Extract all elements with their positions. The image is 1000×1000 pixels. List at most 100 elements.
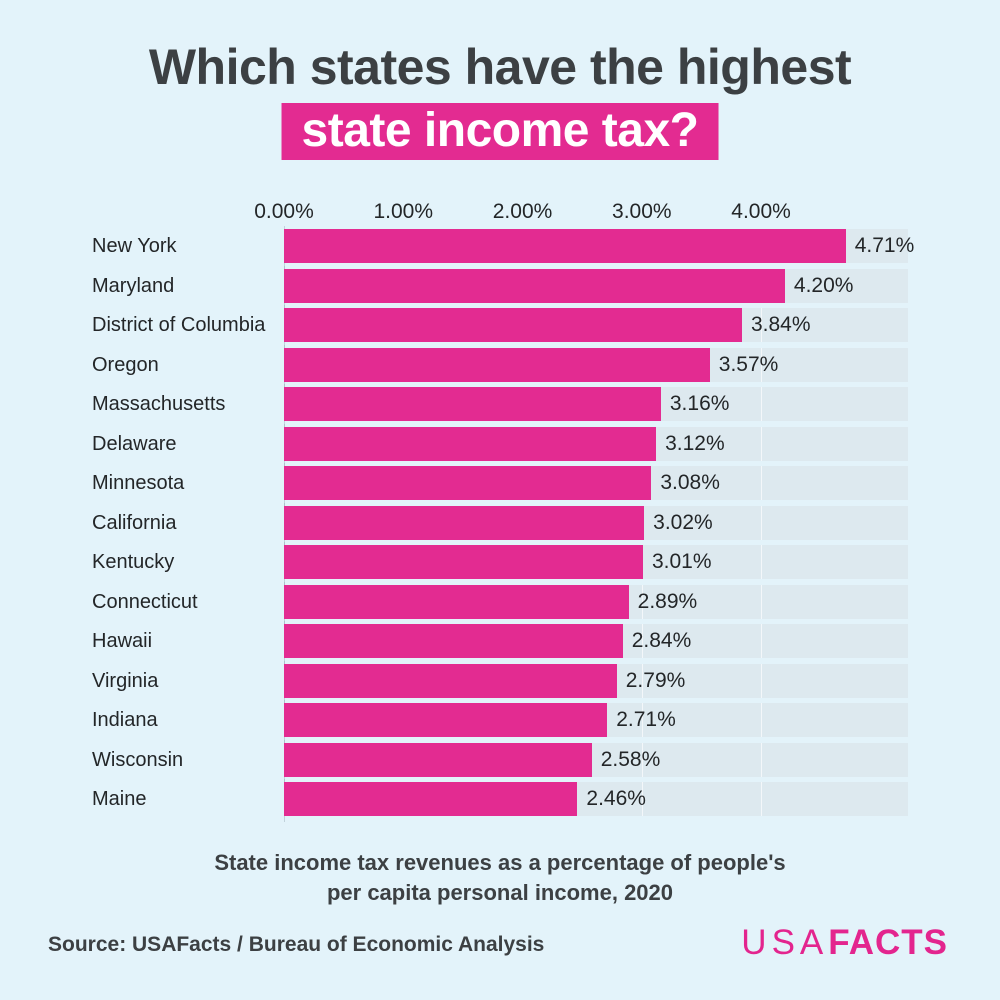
state-label: Indiana	[92, 709, 158, 731]
bar-row: Maine 2.46%	[92, 779, 912, 822]
value-label: 3.84%	[750, 313, 811, 336]
bar-row: California 3.02%	[92, 502, 912, 546]
bar-track: 4.71%	[284, 226, 914, 269]
value-label: 2.71%	[616, 708, 676, 731]
gridline	[761, 584, 763, 619]
bar	[284, 308, 742, 342]
bar-chart: New York 4.71% Maryland 4.20% District of Co…	[92, 226, 914, 822]
bar-row: Connecticut 2.89%	[92, 581, 912, 625]
gridline	[641, 742, 643, 777]
x-axis-tick: 3.00%	[612, 200, 672, 223]
bar-track: 3.01%	[284, 542, 908, 585]
bar-track: 2.58%	[284, 739, 908, 783]
state-label: Hawaii	[92, 630, 153, 652]
value-label: 2.79%	[625, 668, 686, 692]
gridline	[761, 663, 763, 698]
state-label: Maine	[92, 788, 147, 810]
value-label: 3.12%	[665, 431, 725, 455]
title-highlight-box: state income tax?	[281, 103, 719, 160]
bar-track: 3.08%	[284, 463, 908, 506]
gridline	[641, 663, 643, 698]
gridline	[641, 624, 643, 658]
bar-track: 2.84%	[284, 621, 908, 664]
bar	[284, 782, 578, 816]
bar-row: New York 4.71%	[92, 226, 914, 269]
gridline	[761, 624, 763, 658]
value-label: 2.46%	[586, 787, 646, 810]
bar	[284, 466, 652, 500]
caption-line1: State income tax revenues as a percentag…	[214, 850, 786, 875]
state-label: Kentucky	[92, 551, 175, 573]
gridline	[761, 308, 763, 342]
bar-track: 3.57%	[284, 344, 908, 388]
state-label: New York	[92, 235, 177, 257]
logo-usa-text: USA	[741, 923, 829, 962]
bar	[284, 268, 785, 303]
bar	[284, 387, 661, 421]
gridline	[761, 742, 763, 777]
state-label: Virginia	[92, 669, 159, 692]
gridline	[761, 347, 763, 382]
bar-row: Hawaii 2.84%	[92, 621, 912, 664]
bar	[284, 703, 608, 737]
bar-row: Minnesota 3.08%	[92, 463, 912, 506]
gridline	[641, 584, 643, 619]
state-label: District of Columbia	[92, 314, 266, 336]
bar-row: Indiana 2.71%	[92, 700, 912, 743]
bar-row: Kentucky 3.01%	[92, 542, 912, 585]
x-axis-tick: 1.00%	[373, 200, 434, 223]
state-label: Maryland	[92, 274, 175, 297]
bar	[284, 426, 657, 461]
gridline	[641, 703, 643, 737]
bar-track: 2.79%	[284, 660, 908, 704]
bar	[284, 742, 592, 777]
value-label: 4.71%	[854, 234, 915, 257]
state-label: Wisconsin	[92, 748, 184, 771]
page-title: Which states have the highest	[148, 39, 852, 95]
state-label: Delaware	[92, 432, 177, 455]
bar	[284, 229, 846, 263]
value-label: 3.02%	[653, 510, 713, 534]
gridline	[761, 505, 763, 540]
bar-track: 4.20%	[284, 265, 908, 309]
state-label: Oregon	[92, 353, 159, 376]
bar-track: 3.12%	[284, 423, 908, 467]
bar-track: 3.16%	[284, 384, 908, 427]
value-label: 3.57%	[718, 352, 779, 376]
gridline	[641, 782, 643, 816]
x-axis: 0.00% 1.00% 2.00% 3.00% 4.00%	[254, 200, 908, 223]
logo-facts-text: FACTS	[828, 923, 948, 962]
gridline	[761, 703, 763, 737]
chart-caption: State income tax revenues as a percentag…	[0, 848, 1000, 908]
value-label: 3.01%	[651, 550, 712, 573]
state-label: Minnesota	[92, 472, 185, 494]
bar-row: Maryland 4.20%	[92, 265, 912, 309]
bar	[284, 584, 629, 619]
source-text: Source: USAFacts / Bureau of Economic An…	[48, 933, 545, 956]
x-axis-tick: 0.00%	[254, 200, 314, 223]
value-label: 2.84%	[631, 629, 692, 652]
bar	[284, 545, 643, 579]
bar	[284, 663, 617, 698]
gridline	[761, 545, 763, 579]
value-label: 3.16%	[669, 392, 730, 415]
gridline	[761, 466, 763, 500]
bar-row: Oregon 3.57%	[92, 344, 912, 388]
state-label: Massachusetts	[92, 393, 226, 415]
x-axis-tick: 4.00%	[731, 200, 791, 223]
bar-track: 2.71%	[284, 700, 908, 743]
bar-track: 3.02%	[284, 502, 908, 546]
bar-row: Delaware 3.12%	[92, 423, 912, 467]
bar-row: District of Columbia 3.84%	[92, 305, 912, 348]
caption-line2: per capita personal income, 2020	[326, 880, 674, 905]
bar	[284, 624, 623, 658]
bar-track: 2.46%	[284, 779, 908, 822]
bar-row: Massachusetts 3.16%	[92, 384, 912, 427]
state-label: California	[92, 511, 177, 534]
value-label: 2.89%	[637, 589, 698, 613]
bar	[284, 347, 710, 382]
usafacts-logo: USAFACTS	[741, 924, 948, 969]
title-highlight-text: state income tax?	[301, 104, 699, 157]
state-label: Connecticut	[92, 590, 198, 613]
bar-row: Wisconsin 2.58%	[92, 739, 912, 783]
